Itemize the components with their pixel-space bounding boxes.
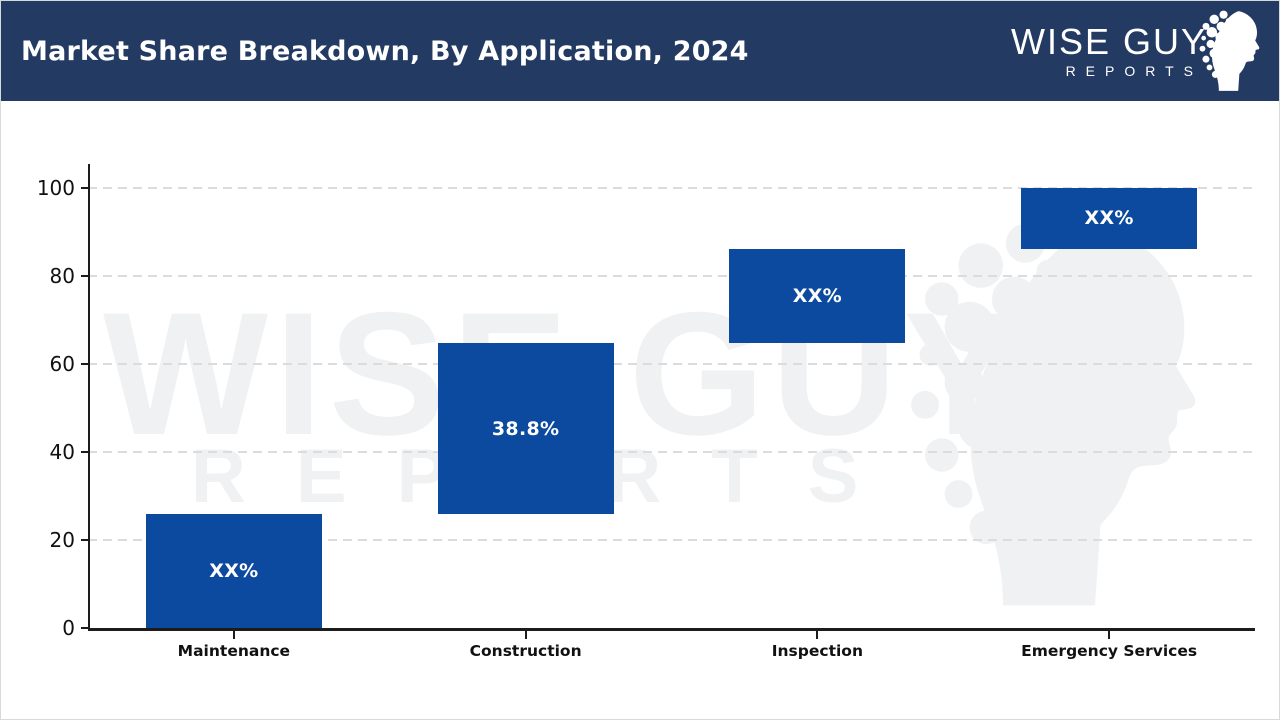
y-tick-mark-60 (81, 363, 88, 365)
gridline-40 (88, 451, 1255, 453)
bar-maintenance: XX% (145, 514, 322, 628)
x-tick-label-0: Maintenance (177, 642, 291, 660)
y-tick-label-0: 0 (62, 616, 75, 640)
header-bar: Market Share Breakdown, By Application, … (1, 1, 1279, 101)
y-tick-label-80: 80 (49, 264, 75, 288)
logo-head-icon (1199, 10, 1260, 91)
logo-sub-text: REPORTS (1065, 63, 1203, 79)
x-tick-label-3: Emergency Services (1021, 642, 1198, 660)
logo-brand-text: WISE GUY (1010, 21, 1207, 62)
y-tick-mark-20 (81, 539, 88, 541)
x-tick-mark-0 (232, 631, 235, 639)
x-tick-mark-3 (1108, 631, 1111, 639)
gridline-60 (88, 363, 1255, 365)
gridline-20 (88, 539, 1255, 541)
bar-value-label: XX% (792, 285, 842, 308)
gridline-100 (88, 187, 1255, 189)
y-tick-label-60: 60 (49, 352, 75, 376)
x-axis (88, 628, 1255, 631)
x-tick-label-2: Inspection (771, 642, 863, 660)
y-tick-label-40: 40 (49, 440, 75, 464)
x-tick-mark-1 (524, 631, 527, 639)
bar-emergency-services: XX% (1021, 188, 1198, 249)
chart-area: WISE GUY REPORTS 020406080100XX%Maintena… (1, 101, 1279, 719)
y-axis (88, 163, 90, 630)
y-tick-label-20: 20 (49, 528, 75, 552)
bar-chart-plot: 0 20 40 60 80 100 XX% Maintenance 38.8% Construct… (1, 101, 1279, 719)
logo-text: WISE GUY REPORTS (1010, 21, 1207, 80)
bar-value-label: XX% (1084, 207, 1134, 230)
y-tick-mark-0 (81, 627, 88, 629)
bar-construction: 38.8% (437, 343, 614, 515)
y-tick-mark-40 (81, 451, 88, 453)
gridline-80 (88, 275, 1255, 277)
wiseguy-logo: WISE GUY REPORTS (1011, 9, 1267, 93)
y-tick-mark-100 (81, 187, 88, 189)
bar-value-label: XX% (209, 560, 259, 582)
y-tick-label-100: 100 (36, 176, 75, 200)
y-tick-mark-80 (81, 275, 88, 277)
x-tick-mark-2 (816, 631, 819, 639)
bar-value-label: 38.8% (491, 417, 560, 440)
bar-inspection: XX% (729, 248, 906, 344)
page-title: Market Share Breakdown, By Application, … (21, 35, 749, 67)
x-tick-label-1: Construction (469, 642, 582, 660)
